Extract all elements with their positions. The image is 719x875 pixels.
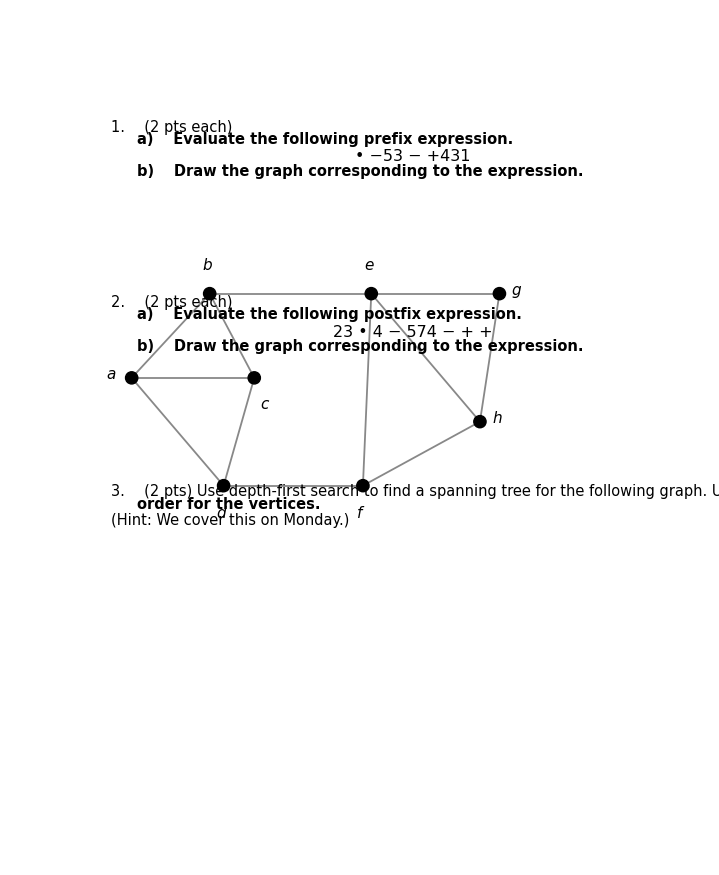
Ellipse shape — [493, 288, 505, 300]
Ellipse shape — [126, 372, 138, 384]
Ellipse shape — [248, 372, 260, 384]
Text: (Hint: We cover this on Monday.): (Hint: We cover this on Monday.) — [111, 514, 349, 528]
Text: b)  Draw the graph corresponding to the expression.: b) Draw the graph corresponding to the e… — [137, 164, 584, 179]
Ellipse shape — [217, 480, 230, 492]
Text: f: f — [357, 506, 363, 521]
Text: a)  Evaluate the following prefix expression.: a) Evaluate the following prefix express… — [137, 132, 513, 147]
Text: a)  Evaluate the following postfix expression.: a) Evaluate the following postfix expres… — [137, 307, 522, 322]
Ellipse shape — [365, 288, 377, 300]
Text: a: a — [106, 367, 116, 382]
Text: b: b — [202, 258, 211, 273]
Text: e: e — [364, 258, 373, 273]
Text: 23 • 4 − 574 − + +: 23 • 4 − 574 − + + — [333, 325, 493, 340]
Text: 3.  (2 pts) Use depth-first search to find a spanning tree for the following gra: 3. (2 pts) Use depth-first search to fin… — [111, 484, 719, 499]
Text: c: c — [260, 396, 268, 412]
Text: order for the vertices.: order for the vertices. — [137, 497, 321, 512]
Text: 2.  (2 pts each): 2. (2 pts each) — [111, 295, 232, 310]
Text: b)  Draw the graph corresponding to the expression.: b) Draw the graph corresponding to the e… — [137, 340, 584, 354]
Text: h: h — [493, 410, 502, 426]
Text: • −53 − +431: • −53 − +431 — [355, 150, 471, 164]
Text: 1.  (2 pts each): 1. (2 pts each) — [111, 120, 232, 135]
Ellipse shape — [474, 416, 486, 428]
Text: g: g — [512, 283, 521, 298]
Text: d: d — [216, 506, 226, 521]
Ellipse shape — [357, 480, 369, 492]
Ellipse shape — [203, 288, 216, 300]
